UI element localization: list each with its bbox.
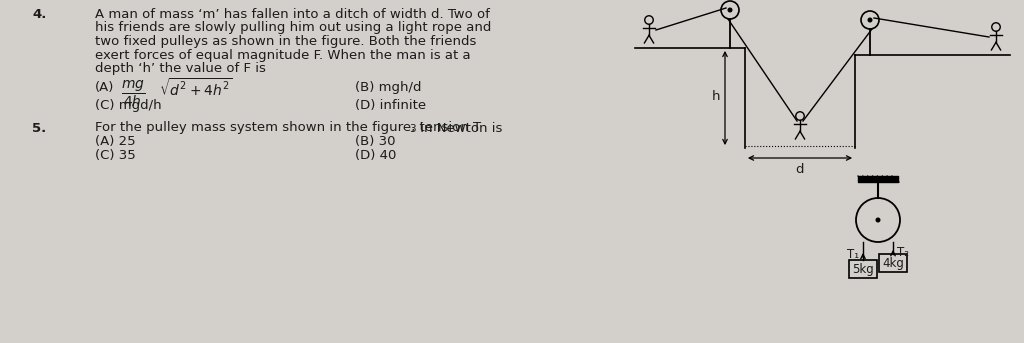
Text: (B) 30: (B) 30 [355, 135, 395, 149]
Text: 3: 3 [410, 125, 417, 134]
Circle shape [877, 218, 880, 222]
Text: A man of mass ‘m’ has fallen into a ditch of width d. Two of: A man of mass ‘m’ has fallen into a ditc… [95, 8, 489, 21]
Text: For the pulley mass system shown in the figure, tension T: For the pulley mass system shown in the … [95, 121, 481, 134]
Text: T₂: T₂ [897, 246, 909, 259]
Bar [849, 260, 877, 278]
Circle shape [868, 18, 871, 22]
Text: exert forces of equal magnitude F. When the man is at a: exert forces of equal magnitude F. When … [95, 48, 471, 61]
Text: T₁: T₁ [847, 248, 859, 261]
Text: (B) mgh/d: (B) mgh/d [355, 82, 422, 95]
Text: 4.: 4. [32, 8, 46, 21]
Text: h: h [712, 90, 720, 103]
Circle shape [728, 8, 732, 12]
Text: (D) infinite: (D) infinite [355, 99, 426, 113]
Text: 5.: 5. [32, 121, 46, 134]
Text: his friends are slowly pulling him out using a light rope and: his friends are slowly pulling him out u… [95, 22, 492, 35]
Text: (C) 35: (C) 35 [95, 150, 136, 163]
Text: $\dfrac{mg}{4h}$: $\dfrac{mg}{4h}$ [121, 79, 145, 109]
Text: d: d [796, 163, 804, 176]
Text: (A): (A) [95, 82, 115, 95]
Text: (C) mgd/h: (C) mgd/h [95, 99, 162, 113]
Text: $\sqrt{d^2+4h^2}$: $\sqrt{d^2+4h^2}$ [159, 79, 232, 100]
Text: two fixed pulleys as shown in the figure. Both the friends: two fixed pulleys as shown in the figure… [95, 35, 476, 48]
Bar [879, 254, 907, 272]
Text: (A) 25: (A) 25 [95, 135, 135, 149]
Text: in Newton is: in Newton is [416, 121, 502, 134]
Text: (D) 40: (D) 40 [355, 150, 396, 163]
Text: depth ‘h’ the value of F is: depth ‘h’ the value of F is [95, 62, 266, 75]
Text: 5kg: 5kg [852, 262, 873, 275]
Text: 4kg: 4kg [882, 257, 904, 270]
